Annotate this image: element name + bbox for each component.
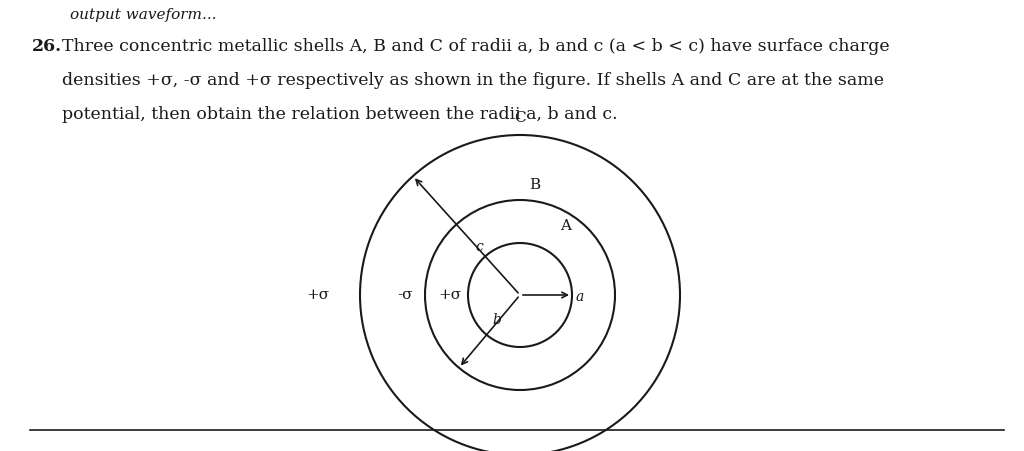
Text: Three concentric metallic shells A, B and C of radii a, b and c (a < b < c) have: Three concentric metallic shells A, B an… (62, 38, 890, 55)
Text: +σ: +σ (307, 288, 330, 302)
Text: output waveform...: output waveform... (70, 8, 217, 22)
Text: 26.: 26. (32, 38, 62, 55)
Text: densities +σ, -σ and +σ respectively as shown in the figure. If shells A and C a: densities +σ, -σ and +σ respectively as … (62, 72, 884, 89)
Text: -σ: -σ (397, 288, 413, 302)
Text: A: A (560, 219, 571, 233)
Text: C: C (514, 111, 525, 125)
Text: B: B (529, 178, 541, 192)
Text: potential, then obtain the relation between the radii a, b and c.: potential, then obtain the relation betw… (62, 106, 617, 123)
Text: c: c (475, 240, 483, 254)
Text: a: a (575, 290, 585, 304)
Text: +σ: +σ (439, 288, 462, 302)
Text: b: b (493, 313, 502, 327)
